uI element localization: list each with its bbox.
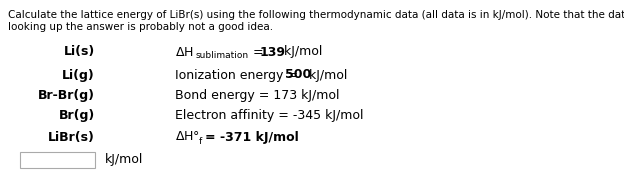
Text: sublimation: sublimation	[196, 52, 249, 61]
Text: Ionization energy =: Ionization energy =	[175, 68, 302, 81]
Text: Br(g): Br(g)	[59, 110, 95, 122]
Text: kJ/mol: kJ/mol	[305, 68, 348, 81]
Text: 500: 500	[285, 68, 311, 81]
Text: Br-Br(g): Br-Br(g)	[38, 88, 95, 101]
Text: 139: 139	[260, 45, 286, 59]
Text: Bond energy = 173 kJ/mol: Bond energy = 173 kJ/mol	[175, 88, 339, 101]
Text: Calculate the lattice energy of LiBr(s) using the following thermodynamic data (: Calculate the lattice energy of LiBr(s) …	[8, 10, 624, 20]
Text: $\Delta$H$\degree$: $\Delta$H$\degree$	[175, 130, 200, 144]
Text: =: =	[253, 45, 268, 59]
Text: = -371 kJ/mol: = -371 kJ/mol	[205, 130, 299, 144]
Text: looking up the answer is probably not a good idea.: looking up the answer is probably not a …	[8, 22, 273, 32]
Text: $\Delta$H: $\Delta$H	[175, 45, 193, 59]
Text: LiBr(s): LiBr(s)	[48, 130, 95, 144]
Text: Li(s): Li(s)	[64, 45, 95, 59]
Text: Electron affinity = -345 kJ/mol: Electron affinity = -345 kJ/mol	[175, 110, 364, 122]
Text: f: f	[199, 136, 202, 145]
Text: kJ/mol: kJ/mol	[105, 153, 144, 167]
Text: kJ/mol: kJ/mol	[280, 45, 323, 59]
FancyBboxPatch shape	[20, 152, 95, 168]
Text: Li(g): Li(g)	[62, 68, 95, 81]
